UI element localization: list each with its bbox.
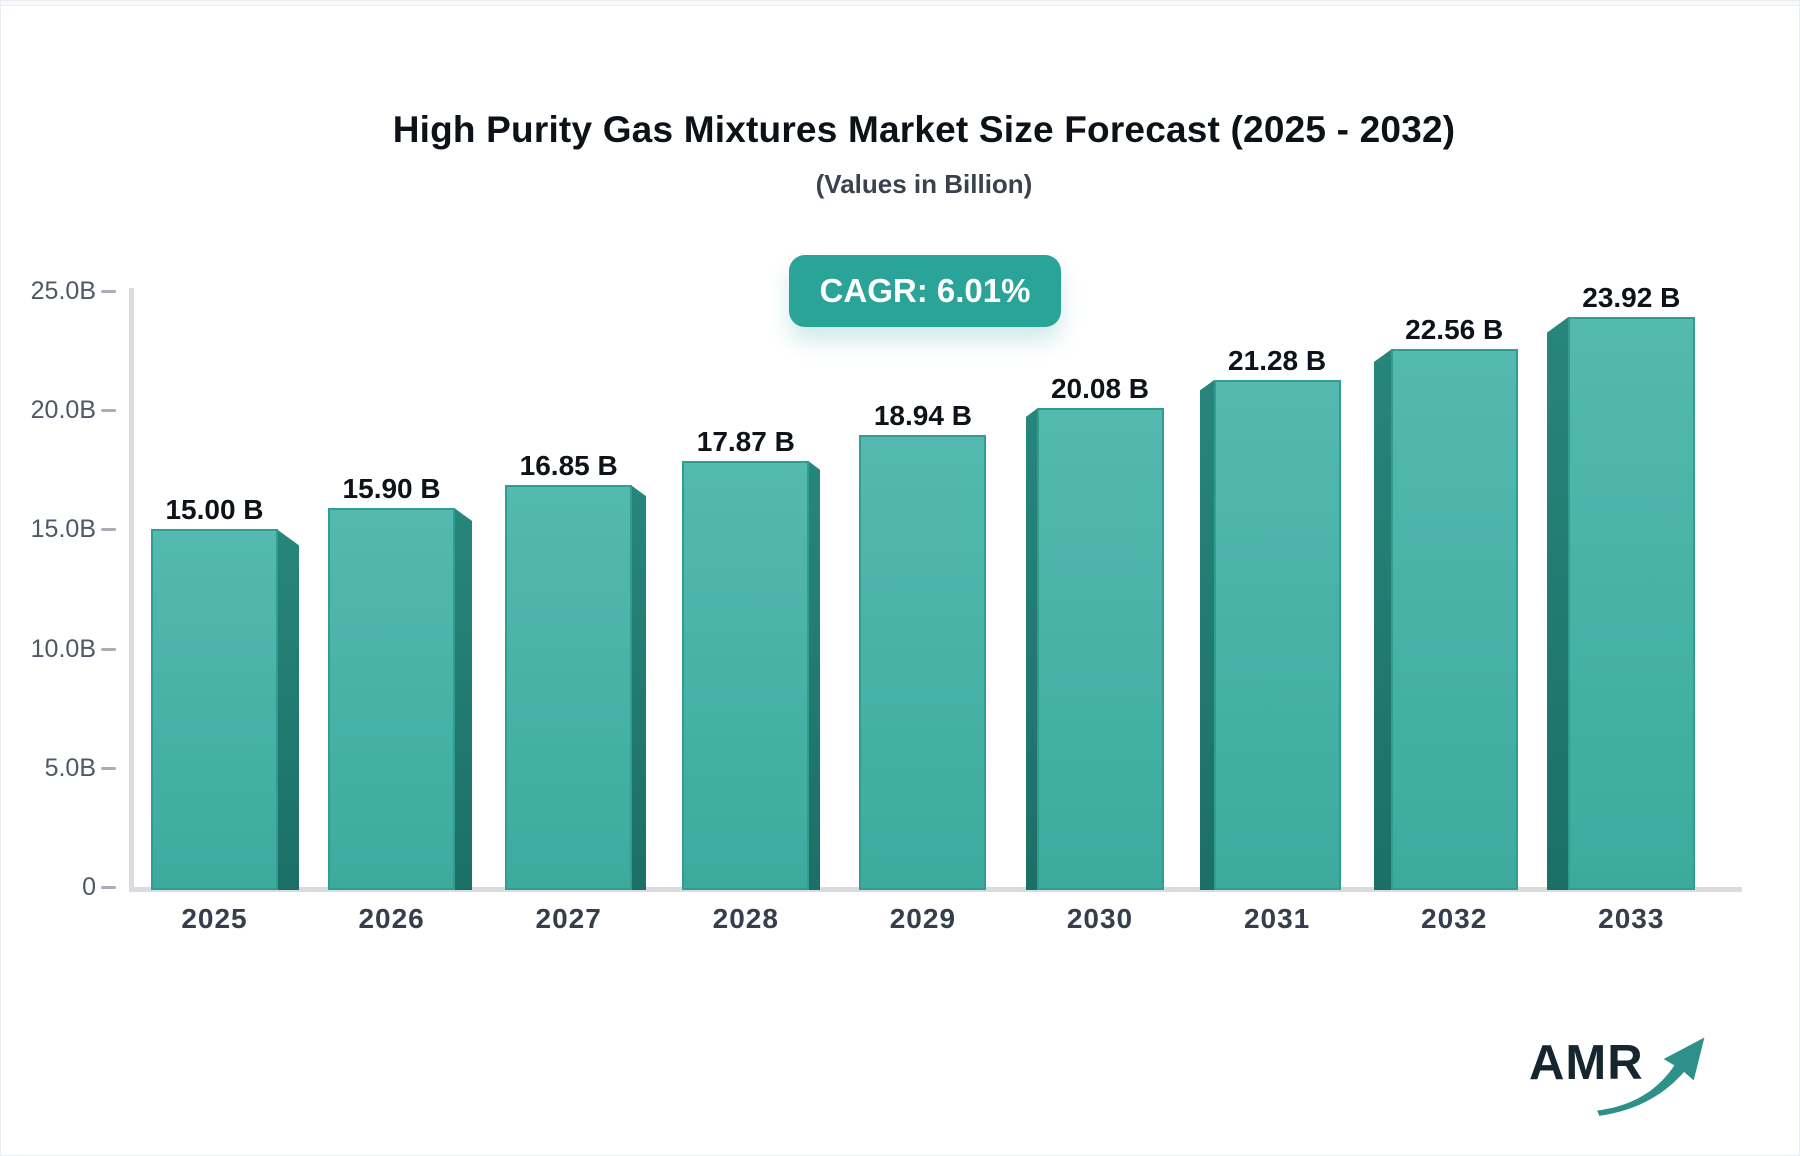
y-axis-tick-label: 0 — [82, 873, 96, 901]
bar-2032 — [1390, 349, 1518, 890]
x-axis-label-2029: 2029 — [889, 903, 957, 934]
bar-2025 — [151, 529, 278, 890]
bar-value-label: 20.08 B — [1050, 373, 1150, 405]
x-axis-label-2030: 2030 — [1066, 903, 1134, 934]
bar-value-label: 15.00 B — [165, 494, 264, 526]
bar-side-face-2031 — [1199, 379, 1215, 890]
x-axis-label-2033: 2033 — [1598, 903, 1665, 934]
amr-logo-text: AMR — [1529, 1036, 1644, 1090]
y-axis-tick-mark — [101, 528, 116, 532]
bar-2029 — [859, 435, 987, 890]
bar-side-face-2026 — [454, 507, 473, 890]
y-axis-tick-mark — [101, 409, 116, 413]
bar-2031 — [1213, 379, 1341, 890]
x-axis-label-2028: 2028 — [712, 903, 779, 934]
bar-value-label: 15.90 B — [342, 472, 441, 504]
bar-side-face-2025 — [277, 529, 299, 890]
bar-value-label: 16.85 B — [519, 450, 618, 482]
y-axis-line — [129, 288, 134, 892]
y-axis-tick-mark — [101, 647, 116, 651]
x-axis-label-2025: 2025 — [181, 903, 248, 934]
y-axis-tick-label: 15.0B — [30, 515, 96, 544]
bar-value-label: 23.92 B — [1582, 281, 1681, 313]
bar-2033 — [1567, 316, 1695, 890]
bar-side-face-2027 — [631, 485, 647, 890]
chart-subtitle: (Values in Billion) — [815, 169, 1033, 199]
chart-title: High Purity Gas Mixtures Market Size For… — [392, 109, 1456, 150]
y-axis-tick-label: 10.0B — [30, 634, 96, 663]
x-axis-label-2031: 2031 — [1243, 903, 1311, 934]
y-axis-tick-mark — [101, 290, 116, 293]
x-axis-label-2026: 2026 — [358, 903, 425, 934]
bar-side-face-2028 — [808, 460, 821, 890]
x-axis-label-2027: 2027 — [535, 903, 602, 934]
bar-side-face-2030 — [1025, 408, 1038, 890]
bar-2028 — [682, 460, 810, 890]
y-axis-tick-label: 5.0B — [44, 753, 96, 782]
bar-2030 — [1036, 408, 1164, 890]
bar-side-face-2032 — [1373, 349, 1392, 890]
bar-value-label: 17.87 B — [696, 425, 795, 457]
y-axis-tick-label: 25.0B — [30, 277, 96, 305]
y-axis-tick-mark — [101, 886, 116, 889]
y-axis-tick-label: 20.0B — [30, 396, 96, 425]
cagr-badge-label: CAGR: 6.01% — [819, 272, 1031, 309]
page-top-strip — [1, 1, 1799, 6]
bar-2026 — [328, 507, 456, 890]
cagr-badge: CAGR: 6.01% — [789, 255, 1061, 327]
bar-2027 — [505, 485, 633, 890]
growth-arrow-icon — [1595, 1031, 1713, 1122]
x-axis-label-2032: 2032 — [1421, 903, 1488, 934]
y-axis-tick-mark — [101, 766, 116, 770]
bar-value-label: 18.94 B — [873, 400, 972, 432]
bar-value-label: 21.28 B — [1228, 344, 1327, 376]
amr-logo: AMR — [1529, 1031, 1719, 1121]
bar-side-face-2033 — [1546, 316, 1569, 890]
bar-value-label: 22.56 B — [1405, 314, 1504, 346]
